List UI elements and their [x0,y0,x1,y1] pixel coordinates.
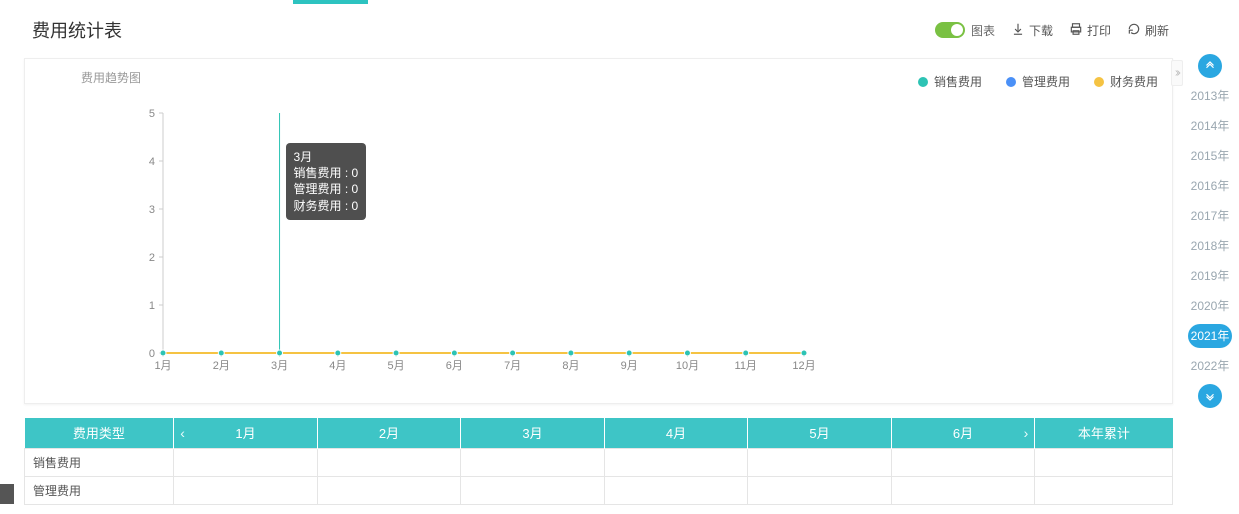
svg-text:11月: 11月 [735,360,757,372]
table-header-cell: 2月 [317,418,461,448]
svg-text:10月: 10月 [676,360,699,372]
table-cell [461,448,605,476]
svg-text:4: 4 [149,156,155,168]
year-item[interactable]: 2017年 [1188,204,1232,228]
chart-card: 费用趋势图 销售费用 管理费用 财务费用 0 1 2 3 4 5 1月 2月 3月 4月 5月 6月 7月 8… [24,58,1173,404]
table-header-cell: 4月 [604,418,748,448]
table-cell [748,476,892,504]
page-title: 费用统计表 [32,17,122,43]
chart-svg: 0 1 2 3 4 5 1月 2月 3月 4月 5月 6月 7月 8月 9月 10月 11月 12月 [145,105,812,371]
year-item[interactable]: 2016年 [1188,174,1232,198]
legend-item-label: 管理费用 [1022,73,1070,90]
download-icon [1011,22,1025,39]
svg-text:7月: 7月 [504,360,521,372]
legend-dot-icon [1006,77,1016,87]
svg-text:4月: 4月 [329,360,346,372]
svg-text:12月: 12月 [792,360,815,372]
legend-item[interactable]: 管理费用 [1006,73,1070,90]
year-item[interactable]: 2022年 [1188,354,1232,378]
svg-text:9月: 9月 [621,360,638,372]
refresh-label: 刷新 [1145,22,1169,39]
chart-title: 费用趋势图 [81,69,141,86]
legend-item[interactable]: 销售费用 [918,73,982,90]
year-scroll-down-button[interactable] [1198,384,1222,408]
year-item[interactable]: 2021年 [1188,324,1232,348]
table-header-cell: 本年累计 [1035,418,1173,448]
table-header-cell: 费用类型 [25,418,174,448]
title-row: 费用统计表 图表 下载 打印 [20,10,1177,50]
svg-text:2: 2 [149,252,155,264]
print-icon [1069,22,1083,39]
active-tab-indicator [293,0,368,4]
legend-item[interactable]: 财务费用 [1094,73,1158,90]
table-cell [891,476,1035,504]
table-cell: 管理费用 [25,476,174,504]
legend-item-label: 财务费用 [1110,73,1158,90]
download-label: 下载 [1029,22,1053,39]
svg-text:6月: 6月 [446,360,463,372]
svg-text:5: 5 [149,108,155,120]
toggle-switch[interactable] [935,22,965,38]
year-item[interactable]: 2014年 [1188,114,1232,138]
year-item[interactable]: 2015年 [1188,144,1232,168]
year-sidebar: 2013年 2014年 2015年 2016年 2017年 2018年 2019年 2020年… [1187,54,1233,408]
table-row: 销售费用 [25,448,1173,476]
table-cell [174,476,318,504]
refresh-button[interactable]: 刷新 [1127,22,1169,39]
year-item[interactable]: 2020年 [1188,294,1232,318]
table-cell [317,448,461,476]
legend-item-label: 销售费用 [934,73,982,90]
table-cell [891,448,1035,476]
svg-text:8月: 8月 [562,360,579,372]
table-cell [461,476,605,504]
chart-toggle-label: 图表 [971,22,995,39]
chart-toggle[interactable]: 图表 [935,22,995,39]
chart-plot-area: 0123451月2月3月4月5月6月7月8月9月10月11月12月 3月销售费用… [145,105,812,371]
table-cell [604,448,748,476]
legend-dot-icon [1094,77,1104,87]
svg-text:1月: 1月 [154,360,171,372]
expense-table: 费用类型1月‹2月3月4月5月6月›本年累计销售费用管理费用 [24,418,1173,505]
svg-text:1: 1 [149,300,155,312]
year-scroll-up-button[interactable] [1198,54,1222,78]
table-cell: 销售费用 [25,448,174,476]
sidebar-collapse-button[interactable] [1171,60,1183,86]
legend-dot-icon [918,77,928,87]
table-header-cell: 3月 [461,418,605,448]
svg-text:0: 0 [149,348,155,360]
table-cell [317,476,461,504]
svg-text:3月: 3月 [271,360,288,372]
main-panel: 费用统计表 图表 下载 打印 [20,10,1177,514]
table-cell [604,476,748,504]
table-month-prev-button[interactable]: ‹ [180,425,185,441]
table-cell [1035,476,1173,504]
table-month-next-button[interactable]: › [1024,425,1029,441]
table-cell [174,448,318,476]
table-cell [748,448,892,476]
toolbar: 图表 下载 打印 刷新 [935,22,1169,39]
page: 费用统计表 图表 下载 打印 [0,0,1239,514]
bottom-left-handle[interactable] [0,484,14,504]
table-cell [1035,448,1173,476]
table-header-cell: 5月 [748,418,892,448]
download-button[interactable]: 下载 [1011,22,1053,39]
year-item[interactable]: 2019年 [1188,264,1232,288]
table-header-cell: 6月› [891,418,1035,448]
expense-table-wrap: 费用类型1月‹2月3月4月5月6月›本年累计销售费用管理费用 [24,418,1173,505]
refresh-icon [1127,22,1141,39]
print-label: 打印 [1087,22,1111,39]
chart-legend: 销售费用 管理费用 财务费用 [918,73,1158,90]
svg-text:5月: 5月 [388,360,405,372]
table-row: 管理费用 [25,476,1173,504]
year-item[interactable]: 2013年 [1188,84,1232,108]
svg-text:3: 3 [149,204,155,216]
print-button[interactable]: 打印 [1069,22,1111,39]
year-item[interactable]: 2018年 [1188,234,1232,258]
svg-text:2月: 2月 [213,360,230,372]
table-header-cell: 1月‹ [174,418,318,448]
